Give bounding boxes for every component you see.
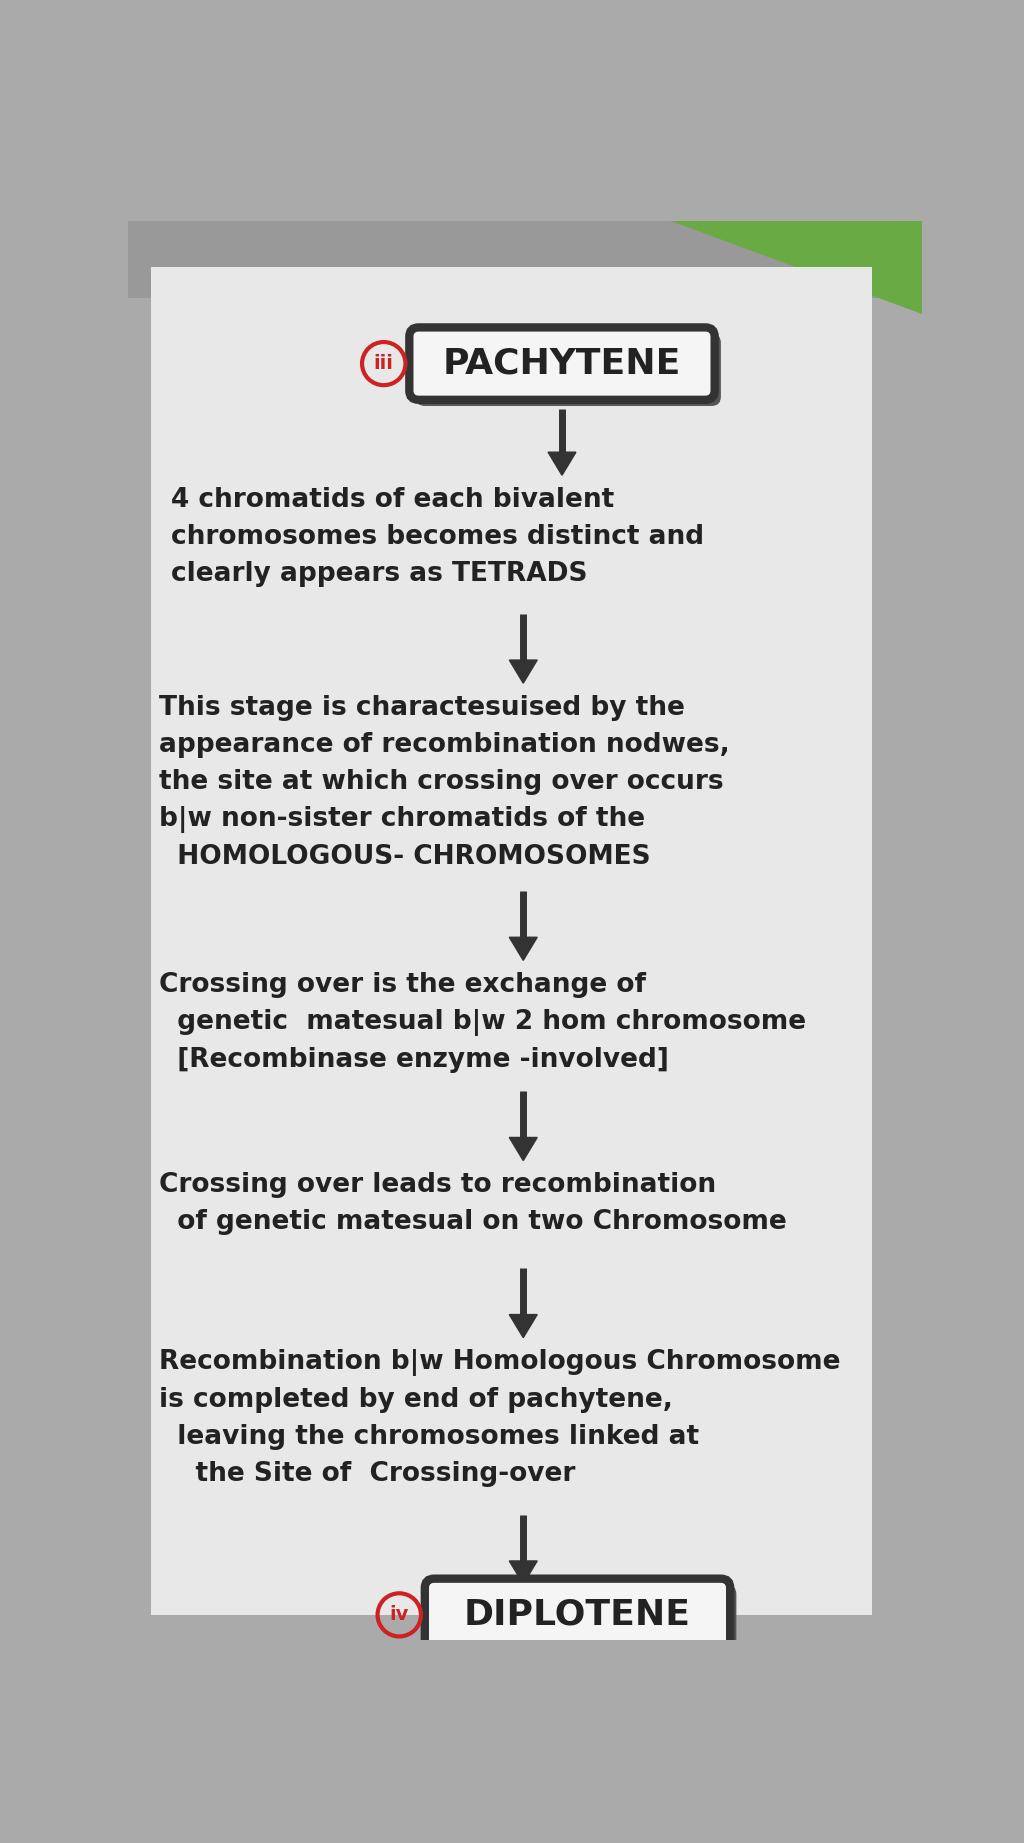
Text: DIPLOTENE: DIPLOTENE — [464, 1598, 691, 1631]
Polygon shape — [509, 1314, 538, 1338]
Polygon shape — [548, 452, 575, 475]
Text: This stage is charactesuised by the
appearance of recombination nodwes,
the site: This stage is charactesuised by the appe… — [159, 695, 730, 870]
Polygon shape — [509, 1561, 538, 1585]
FancyBboxPatch shape — [416, 334, 721, 405]
Text: PACHYTENE: PACHYTENE — [442, 346, 681, 382]
Polygon shape — [509, 1137, 538, 1161]
Text: Recombination b|w Homologous Chromosome
is completed by end of pachytene,
  leav: Recombination b|w Homologous Chromosome … — [159, 1349, 841, 1487]
Text: 4 chromatids of each bivalent
chromosomes becomes distinct and
clearly appears a: 4 chromatids of each bivalent chromosome… — [171, 487, 703, 586]
Text: iii: iii — [374, 354, 393, 372]
Bar — [128, 221, 922, 299]
Text: iv: iv — [389, 1605, 409, 1624]
Text: Crossing over is the exchange of
  genetic  matesual b|w 2 hom chromosome
  [Rec: Crossing over is the exchange of genetic… — [159, 971, 806, 1073]
Polygon shape — [509, 938, 538, 960]
FancyBboxPatch shape — [410, 328, 715, 400]
Polygon shape — [509, 660, 538, 684]
Text: Crossing over leads to recombination
  of genetic matesual on two Chromosome: Crossing over leads to recombination of … — [159, 1172, 786, 1235]
FancyBboxPatch shape — [431, 1585, 736, 1657]
FancyBboxPatch shape — [425, 1579, 730, 1651]
Polygon shape — [671, 221, 922, 313]
